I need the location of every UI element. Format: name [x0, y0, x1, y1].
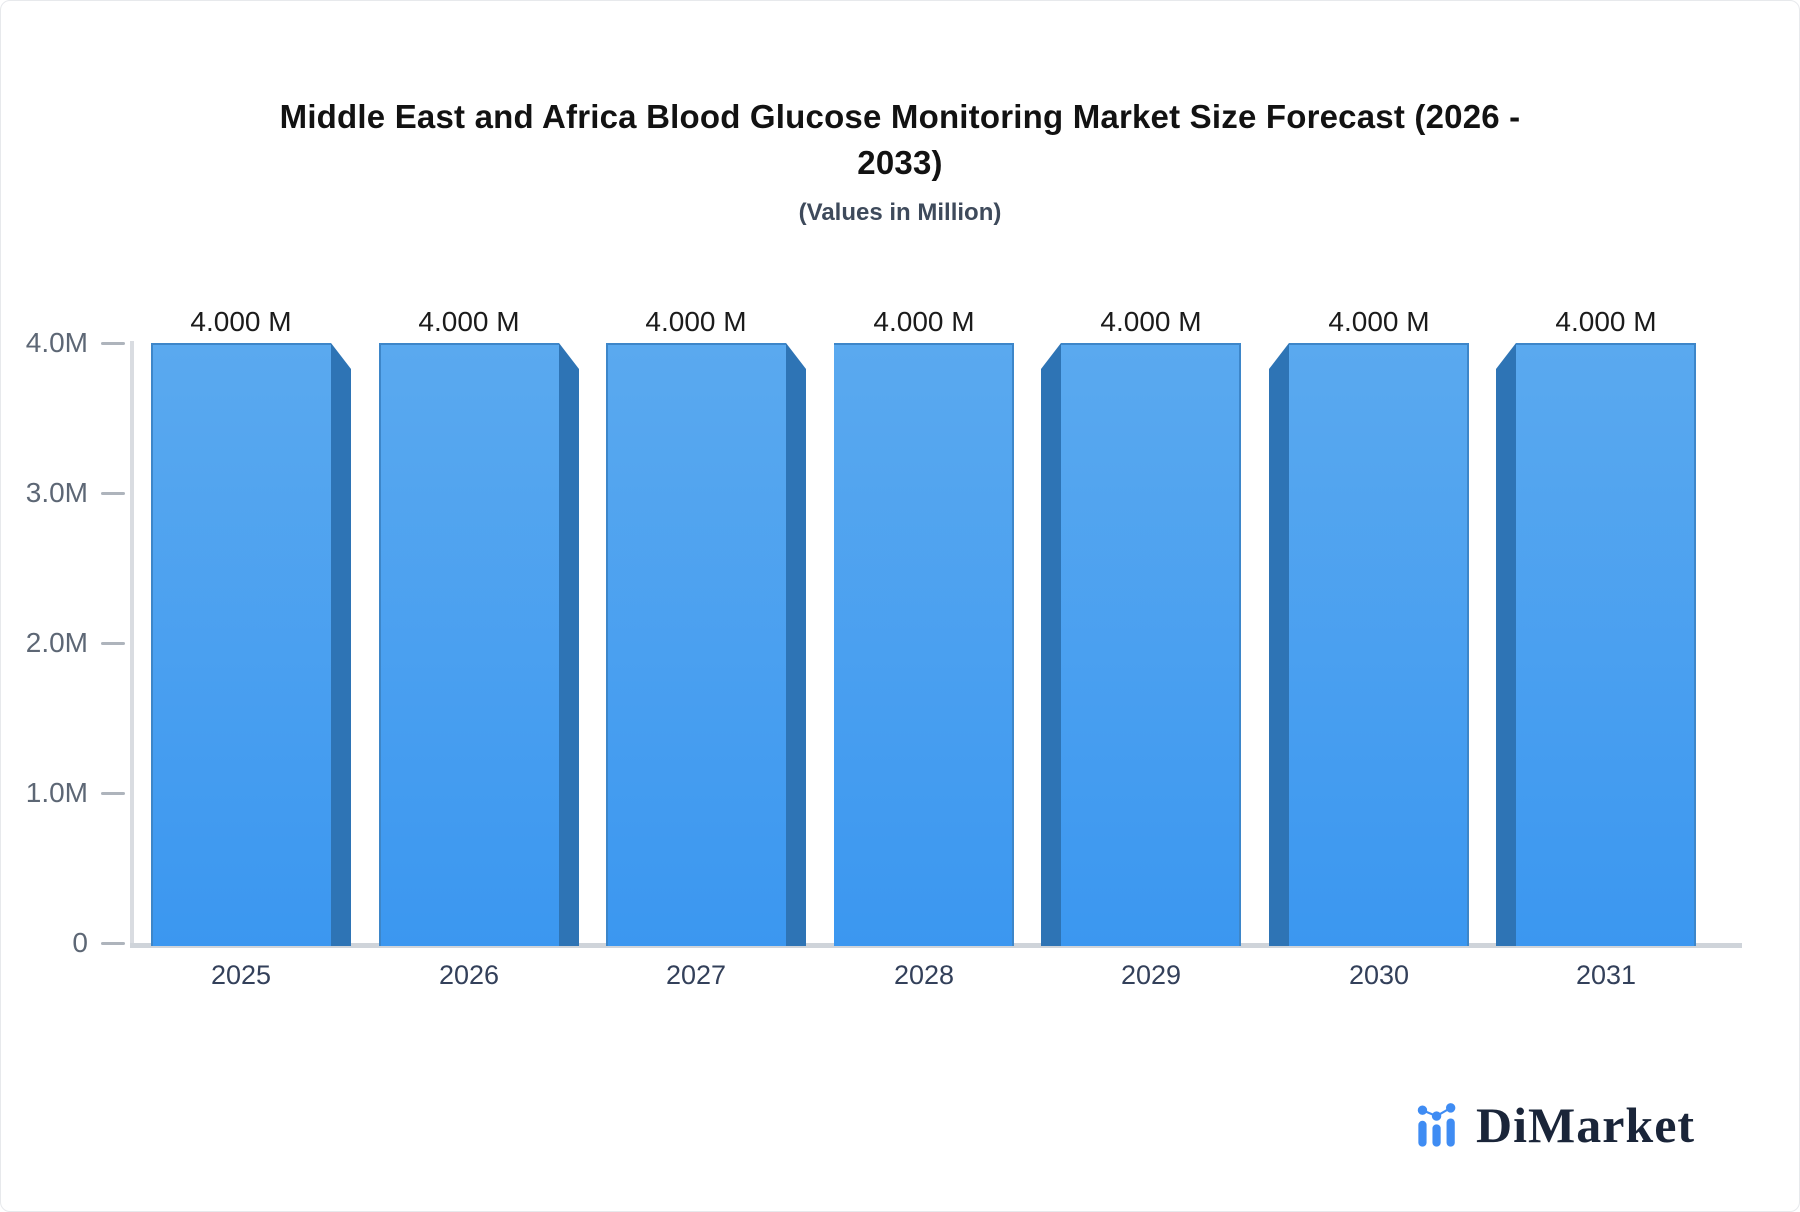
y-axis-tick-mark [101, 641, 125, 645]
chart-title-line2: 2033) [857, 144, 943, 181]
bar-value-label-2030: 4.000 M [1328, 306, 1430, 337]
chart-title: Middle East and Africa Blood Glucose Mon… [0, 94, 1800, 186]
x-axis-label-2030: 2030 [1348, 960, 1410, 990]
y-axis-tick-label: 2.0M [25, 627, 88, 658]
bar-3d-side-2029 [1041, 343, 1061, 946]
chart-subtitle: (Values in Million) [798, 199, 1002, 226]
x-axis-label-2029: 2029 [1120, 960, 1182, 990]
x-axis-label-2026: 2026 [438, 960, 500, 990]
bar-face-2026[interactable] [379, 343, 559, 946]
bar-face-2029[interactable] [1061, 343, 1241, 946]
bar-3d-side-2026 [559, 343, 579, 946]
y-axis-tick-label: 0 [72, 927, 88, 958]
bar-value-label-2031: 4.000 M [1555, 306, 1657, 337]
y-axis-line [130, 341, 134, 945]
dimarket-logo-text: DiMarket [1476, 1097, 1696, 1153]
bar-value-label-2025: 4.000 M [190, 306, 292, 337]
bar-3d-side-2030 [1269, 343, 1289, 946]
bar-value-label-2029: 4.000 M [1100, 306, 1202, 337]
bar-face-2027[interactable] [606, 343, 786, 946]
y-axis-tick-label: 1.0M [25, 777, 88, 808]
dimarket-logo: DiMarket [1416, 1096, 1695, 1154]
chart-title-line1: Middle East and Africa Blood Glucose Mon… [279, 98, 1521, 135]
mini-bar-chart-icon [1417, 1102, 1456, 1147]
bar-3d-side-2031 [1496, 343, 1516, 946]
bar-value-label-2028: 4.000 M [873, 306, 975, 337]
bar-3d-side-2027 [786, 343, 806, 946]
bar-face-2028[interactable] [834, 343, 1014, 946]
bar-face-2025[interactable] [151, 343, 331, 946]
bar-3d-side-2025 [331, 343, 351, 946]
y-axis-tick-label: 3.0M [25, 477, 88, 508]
x-axis-label-2031: 2031 [1575, 960, 1637, 990]
y-axis-tick-mark [101, 341, 125, 345]
bar-value-label-2026: 4.000 M [418, 306, 520, 337]
bar-face-2031[interactable] [1516, 343, 1696, 946]
x-axis-label-2025: 2025 [210, 960, 272, 990]
x-axis-label-2027: 2027 [665, 960, 727, 990]
chart-header: Middle East and Africa Blood Glucose Mon… [0, 0, 1800, 227]
y-axis-tick-mark [101, 941, 125, 945]
x-axis-label-2028: 2028 [893, 960, 955, 990]
bar-face-2030[interactable] [1289, 343, 1469, 946]
y-axis-tick-label: 4.0M [25, 327, 88, 358]
bar-value-label-2027: 4.000 M [645, 306, 747, 337]
y-axis-tick-mark [101, 791, 125, 795]
y-axis-tick-mark [101, 491, 125, 495]
